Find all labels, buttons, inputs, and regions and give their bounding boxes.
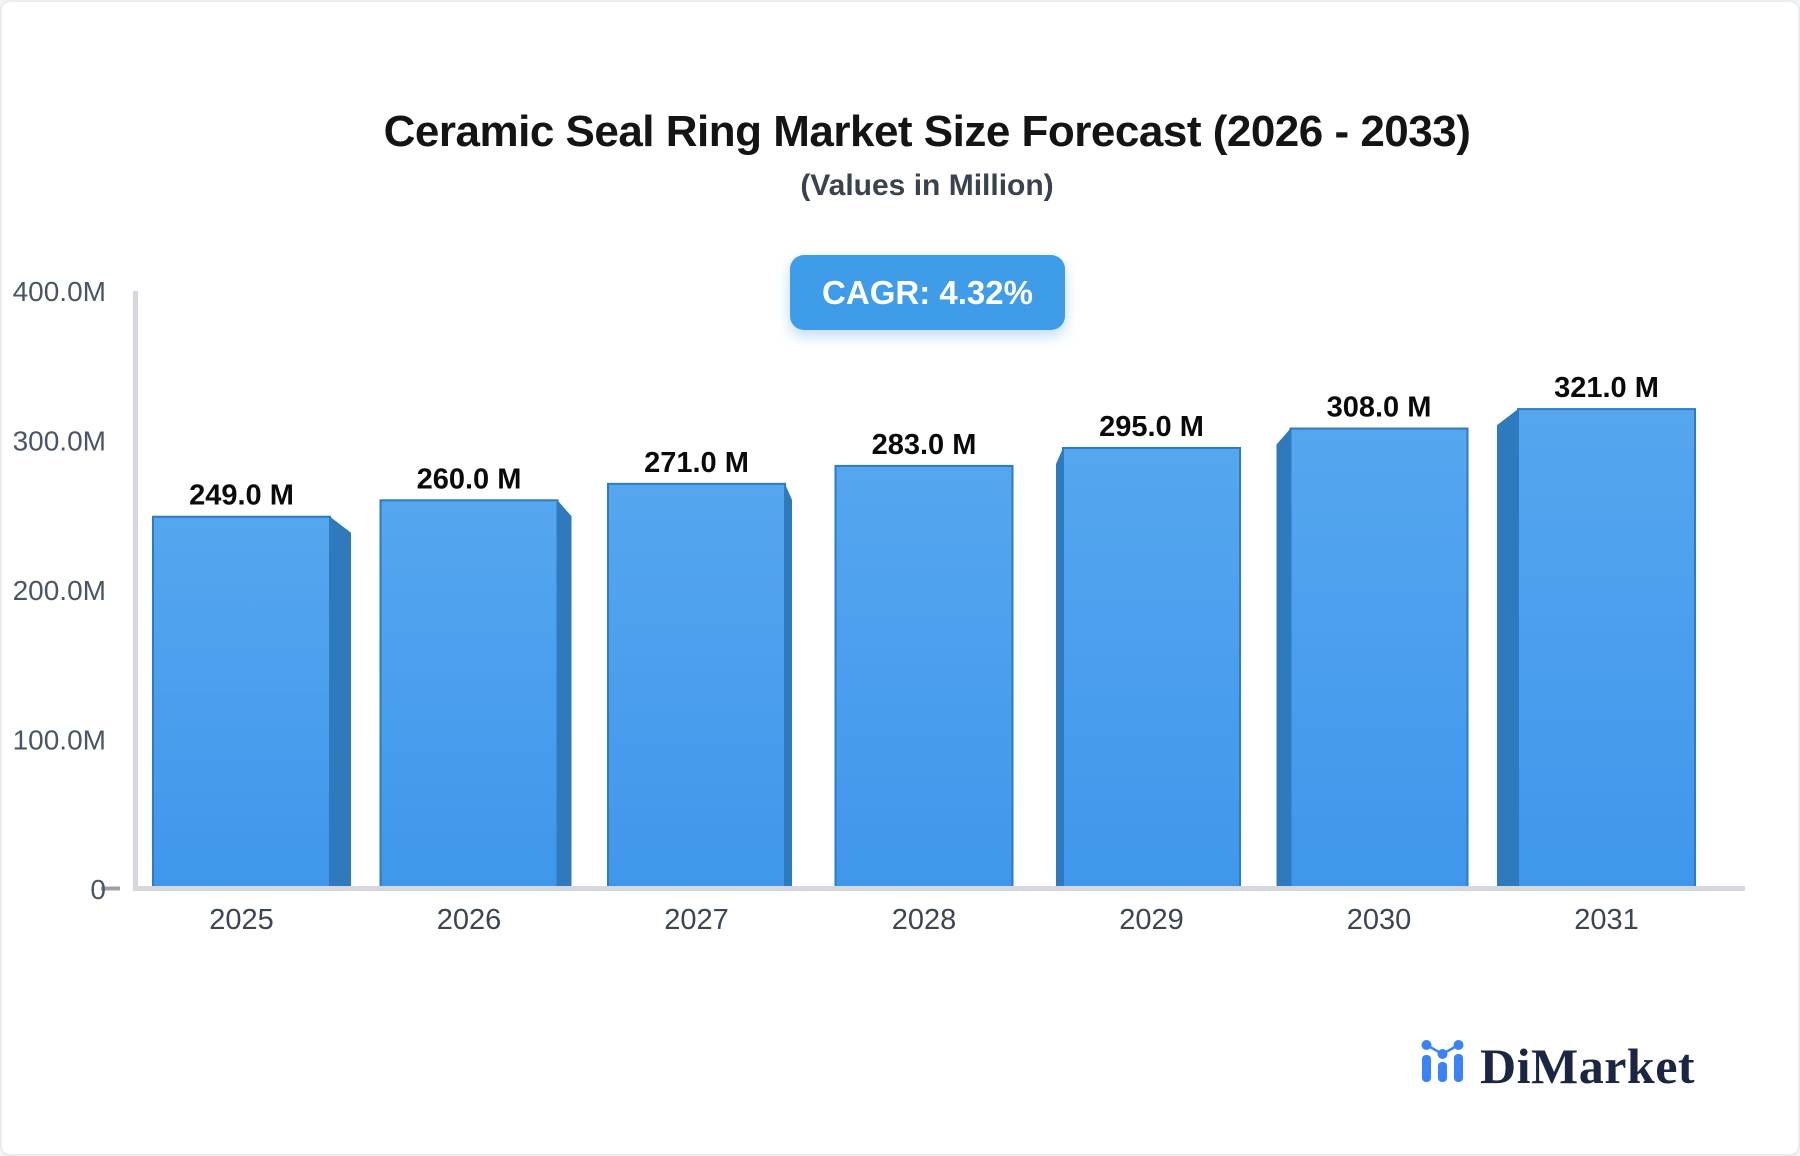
bar-value-label: 283.0 M	[872, 429, 977, 461]
bar-value-label: 249.0 M	[189, 480, 294, 512]
x-axis-year-label: 2030	[1347, 904, 1412, 936]
bar-side-3d	[557, 500, 572, 888]
bar	[1517, 408, 1696, 889]
x-axis-year-label: 2028	[892, 904, 957, 936]
x-axis-year-label: 2025	[209, 904, 274, 936]
cagr-badge: CAGR: 4.32%	[790, 255, 1065, 330]
zero-tick-mark	[101, 886, 120, 891]
bar	[152, 515, 331, 889]
brand-name: DiMarket	[1480, 1038, 1696, 1094]
bar-value-label: 308.0 M	[1327, 392, 1432, 424]
bar	[834, 464, 1014, 889]
y-axis-tick-label: 400.0M	[13, 276, 106, 307]
bar-side-3d	[1056, 447, 1063, 888]
bar-side-3d	[1276, 428, 1291, 888]
x-axis-year-label: 2031	[1574, 904, 1639, 936]
x-axis-year-label: 2029	[1119, 904, 1184, 936]
x-axis-year-label: 2027	[664, 904, 729, 936]
y-axis-line	[133, 291, 138, 886]
bar-value-label: 295.0 M	[1099, 411, 1204, 443]
bar-value-label: 321.0 M	[1554, 372, 1659, 404]
y-axis-tick-label: 300.0M	[13, 426, 106, 457]
bar-value-label: 271.0 M	[644, 447, 749, 479]
y-axis-tick-label: 200.0M	[13, 575, 106, 606]
y-axis-tick-label: 100.0M	[13, 725, 106, 756]
chart-subtitle: (Values in Million)	[800, 169, 1054, 202]
y-axis-tick-label: 0	[90, 874, 106, 905]
bar	[379, 499, 559, 889]
cagr-badge-label: CAGR: 4.32%	[822, 273, 1033, 311]
page-title: Ceramic Seal Ring Market Size Forecast (…	[383, 107, 1471, 156]
x-axis-line	[133, 886, 1745, 891]
bar-side-3d	[330, 516, 351, 888]
bar-side-3d	[1497, 409, 1518, 888]
bar-value-label: 260.0 M	[417, 463, 522, 495]
brand-logo: DiMarket	[1418, 1038, 1695, 1094]
dimarket-chart-icon	[1421, 1040, 1464, 1082]
bar	[1062, 446, 1241, 889]
bar-side-3d	[785, 483, 792, 888]
bar	[607, 482, 786, 889]
bar	[1289, 427, 1469, 889]
x-axis-year-label: 2026	[437, 904, 502, 936]
